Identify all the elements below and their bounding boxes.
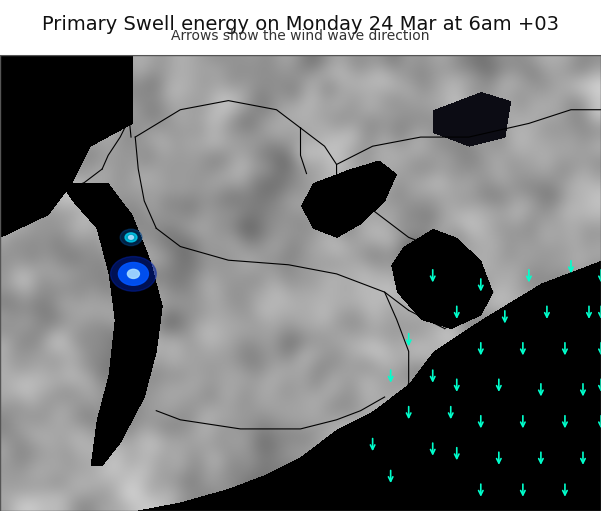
Circle shape (118, 263, 148, 285)
Circle shape (125, 233, 137, 242)
Text: Arrows show the wind wave direction: Arrows show the wind wave direction (171, 29, 430, 43)
Circle shape (127, 269, 139, 278)
Circle shape (111, 257, 156, 291)
Text: Primary Swell energy on Monday 24 Mar at 6am +03: Primary Swell energy on Monday 24 Mar at… (42, 15, 559, 34)
Circle shape (120, 229, 142, 246)
Circle shape (129, 236, 133, 239)
